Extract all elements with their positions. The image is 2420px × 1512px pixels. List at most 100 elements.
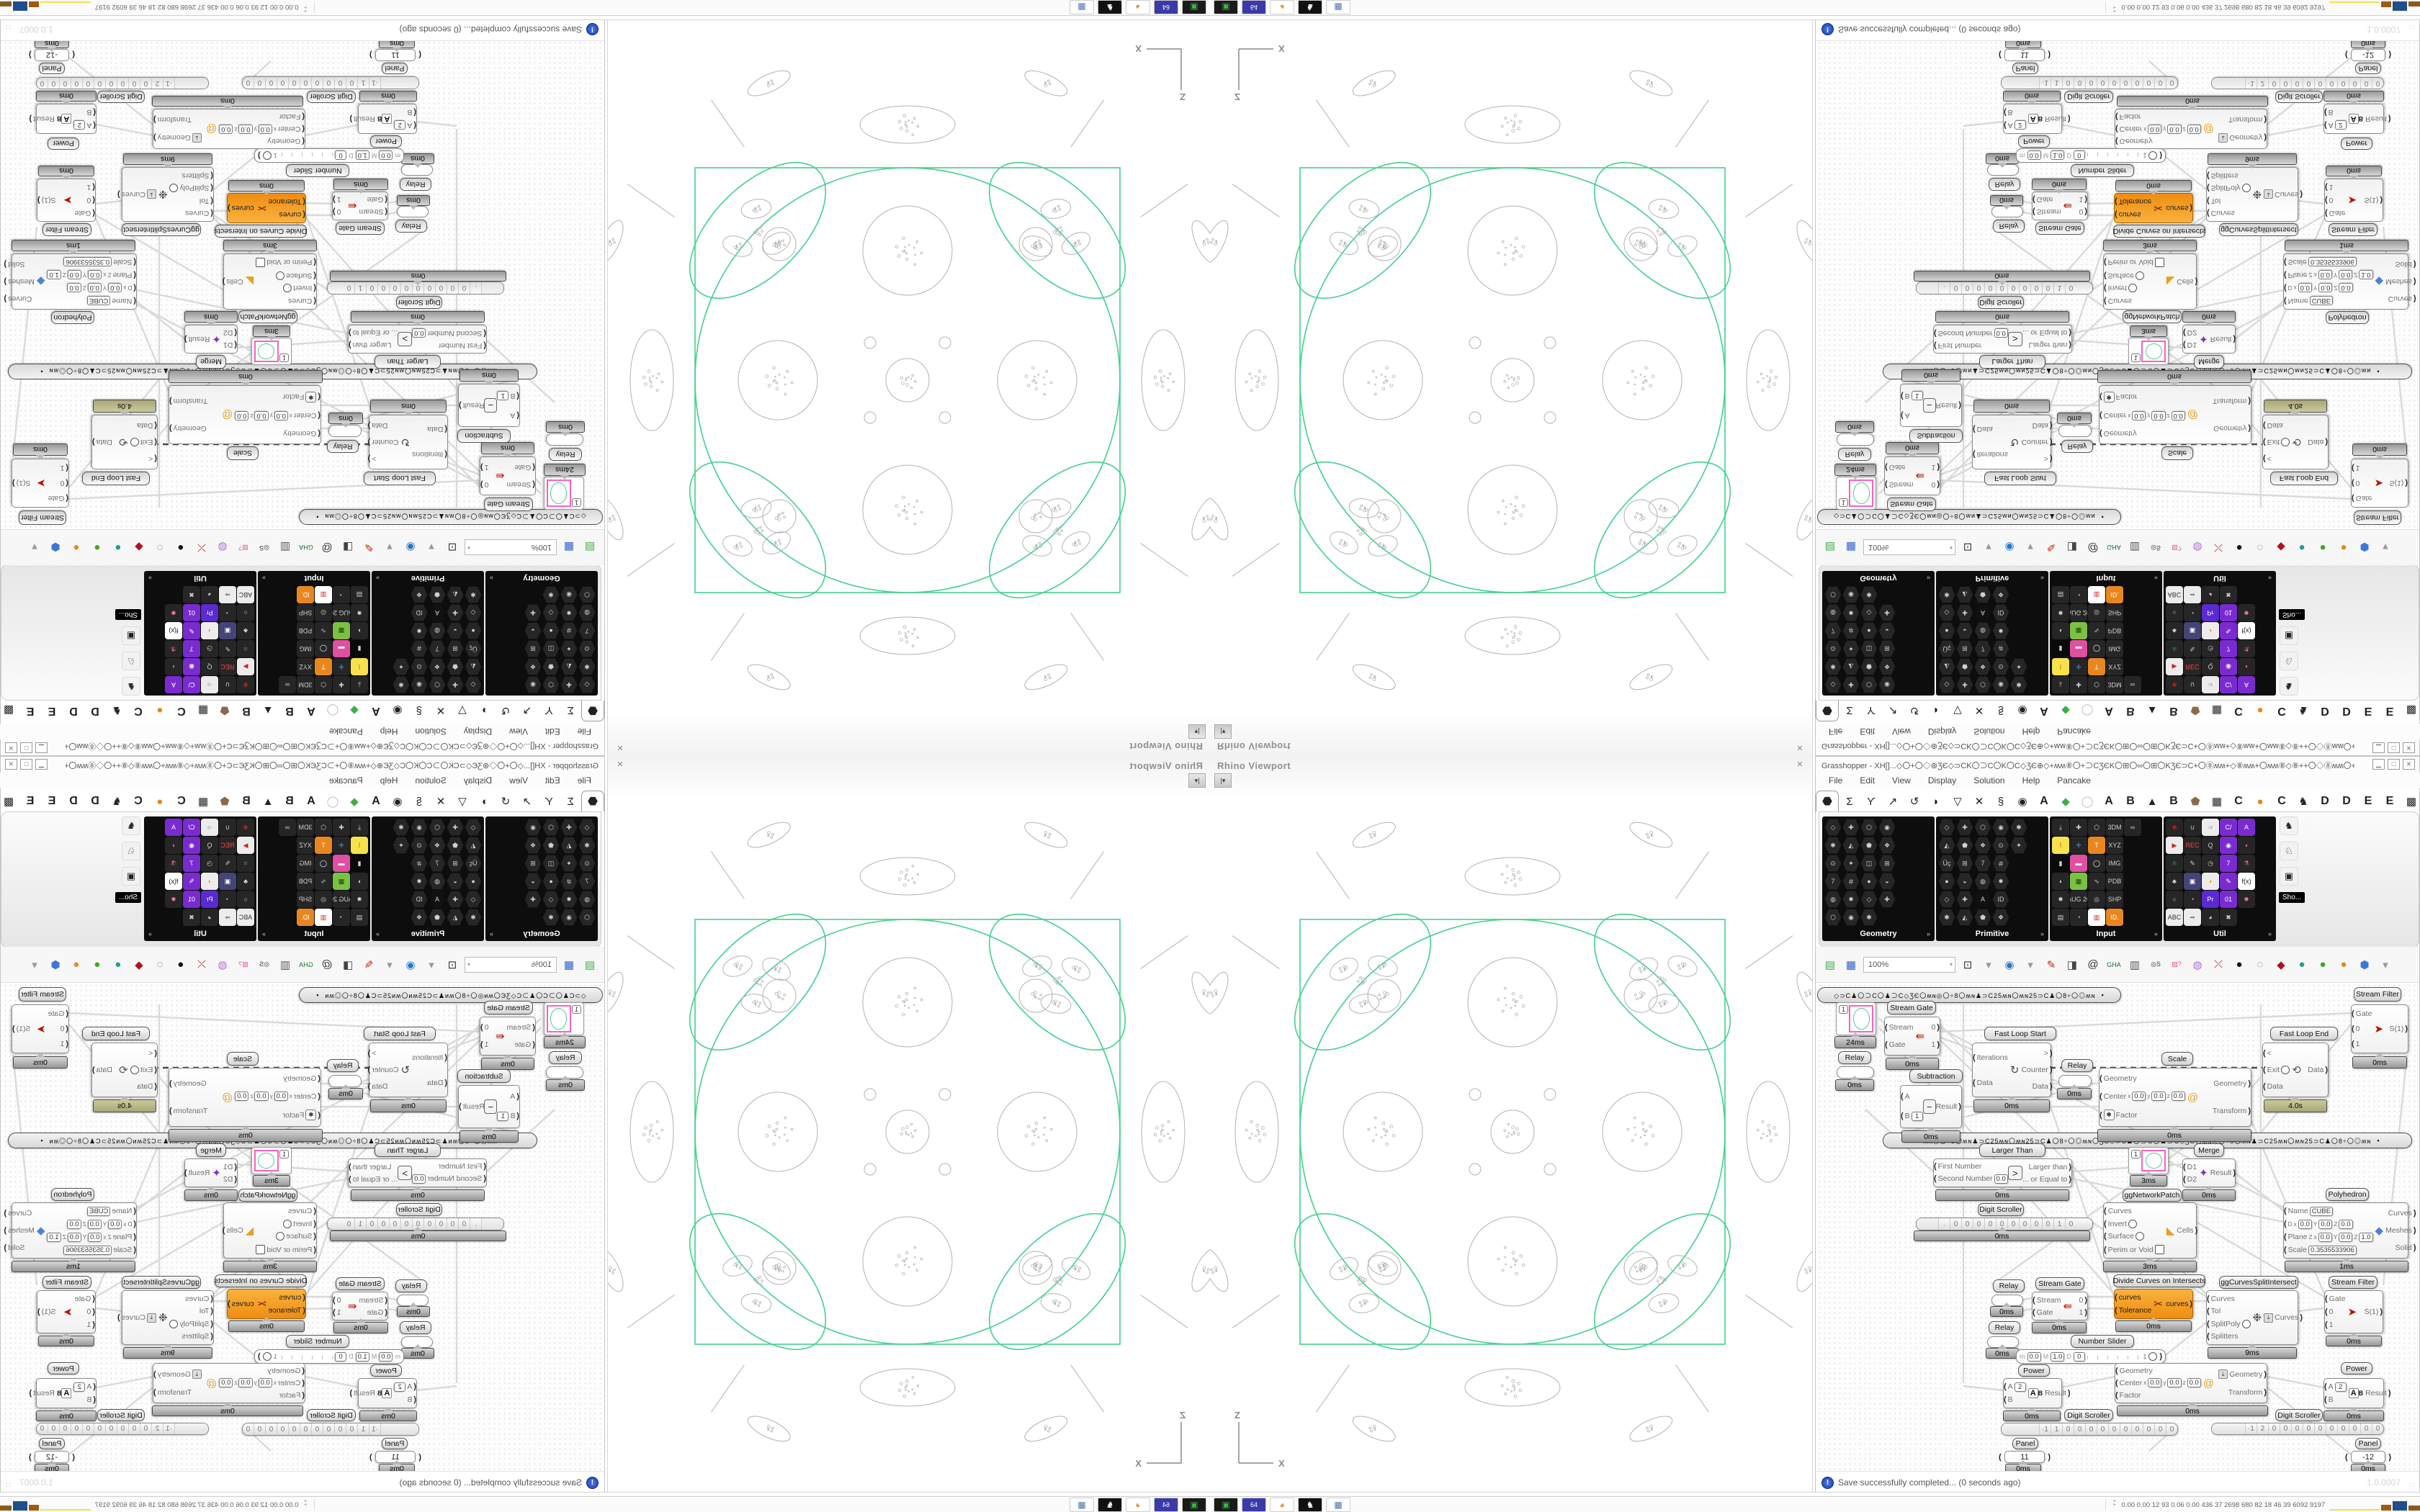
collapse-button[interactable]: |▾ [1214,773,1232,788]
gha-icon[interactable]: GHA [299,544,313,552]
component-icon[interactable]: ⬟ [1974,909,1991,926]
dropdown-icon[interactable]: ▾ [429,541,434,554]
gh-component[interactable]: (Geometry(Center x 0.0 y 0.0 z 0.0(Factor @ ⤓ Geo… [153,1363,305,1403]
node-label[interactable]: Power [48,138,79,150]
component-icon[interactable]: ▥ [2088,586,2105,603]
component-icon[interactable]: ♣ [2166,873,2183,890]
component-icon[interactable]: SHP [297,891,314,908]
tab-icon[interactable]: ✕ [1974,796,1984,808]
sketch-icon[interactable]: ✎ [364,958,374,971]
component-icon[interactable]: ❖ [1974,837,1991,854]
component-icon[interactable]: ◔ [219,891,236,908]
component-icon[interactable]: Üç [465,640,482,657]
component-icon[interactable]: ✎ [183,873,200,890]
node-label[interactable]: Stream Filter [42,1276,91,1289]
component-icon[interactable]: ▦ [333,622,350,639]
help-box-icon[interactable]: ▧? [2172,960,2182,968]
component-icon[interactable]: ✸ [351,891,368,908]
image-icon[interactable]: ▥ [2129,541,2141,554]
component-icon[interactable]: ∿ [315,622,332,639]
menu-item-display[interactable]: Display [463,726,493,737]
tab-icon[interactable]: ◉ [393,704,403,716]
gem-icon[interactable]: ◆ [2277,958,2285,971]
tab-plugin[interactable]: C [134,705,143,717]
group-header[interactable]: ◇⊃C♟〇⊃C〇♟⊃C◇ƷЄ〇ʍɴ◎〇÷8〇ʍɴ♟⊃C25ʍɴ〇ʍɴ25⊃C♟〇… [1817,509,2121,525]
component-icon[interactable]: ＃ [1842,622,1860,639]
component-icon[interactable]: ⬡ [1974,819,1991,836]
component-icon[interactable]: ◕ [2202,586,2219,603]
tab-icon[interactable]: ◉ [393,796,403,808]
firefox-icon[interactable]: ◕ [1270,0,1294,14]
component-icon[interactable]: ◇ [1860,604,1878,621]
gh-component[interactable]: (Iterations(Data ↻ >) Counter) Data) [368,1043,448,1097]
dropdown-icon[interactable]: ▾ [2383,958,2388,971]
component-icon[interactable]: ⬟ [447,837,464,854]
component-icon[interactable]: REC [2184,837,2201,854]
component-icon[interactable]: ✱ [1824,658,1842,675]
node-label[interactable]: Scale [227,446,259,460]
tab-plugin[interactable]: ⬟ [2190,704,2200,716]
component-icon[interactable]: ◒ [524,873,542,890]
component-icon[interactable]: 01 [183,604,200,621]
node-label[interactable]: Digit Scroller [2064,1409,2113,1421]
window-button[interactable]: ✕ [2403,742,2415,753]
open-file-icon[interactable]: ▤ [584,541,596,554]
node-label[interactable]: Scale [2161,446,2193,460]
component-icon[interactable]: ✹ [165,891,182,908]
component-icon[interactable]: ◉ [411,819,428,836]
tab-plugin[interactable]: ◆ [350,796,359,808]
component-icon[interactable]: ◒ [1878,622,1896,639]
component-icon[interactable]: XYZ [297,658,314,675]
dropdown-icon[interactable]: ▾ [1986,541,1991,554]
component-icon[interactable]: 01 [183,891,200,908]
gh-component[interactable]: (Stream(Gate ⇚ 0) 1) [2032,192,2088,220]
component-icon[interactable]: ◕ [201,586,218,603]
window-button[interactable]: ✕ [2403,759,2415,770]
gh-component[interactable]: (First Number(Second Number 0.0 > Larger th… [348,325,487,354]
component-icon[interactable]: XYZ [297,837,314,854]
component-icon[interactable]: ◫ [1860,855,1878,872]
component-icon[interactable]: ✎ [219,640,236,657]
component-icon[interactable]: ✱ [465,586,482,603]
menu-item-pancake[interactable]: Pancake [329,775,363,786]
component-icon[interactable]: ♘ [2280,652,2298,670]
component-icon[interactable]: ◎ [2088,891,2105,908]
search-icon[interactable]: ◎S [2151,544,2161,552]
tab-plugin[interactable]: C [134,795,143,807]
component-icon[interactable]: ◔ [333,909,350,926]
component-icon[interactable]: ⊞ [524,855,542,872]
component-icon[interactable]: ✛ [2070,837,2087,854]
component-icon[interactable]: A [2238,819,2255,836]
node-label[interactable]: Larger Than [375,355,441,369]
component-icon[interactable]: ➩ [201,676,218,693]
component-icon[interactable]: ◫ [542,640,560,657]
component-icon[interactable]: ✸ [560,891,578,908]
tab-icon[interactable]: ↗ [1888,704,1898,716]
menu-item-solution[interactable]: Solution [1973,775,2005,786]
tab-icon[interactable]: Ƴ [1867,704,1876,717]
node-label[interactable]: Panel [382,63,408,74]
component-icon[interactable]: ⚗ [165,855,182,872]
node-label[interactable]: Stream Gate [2035,1277,2084,1290]
node-label[interactable]: Panel [2355,63,2381,74]
node-canvas[interactable]: ◇⊃C♟〇⊃C〇♟⊃C◇ƷЄ〇ʍɴ◎〇÷8〇ʍɴ♟⊃C25ʍɴ〇ʍɴ25⊃C♟〇… [1817,983,2419,1471]
tab-plugin[interactable]: ▲ [2146,795,2158,808]
node-label[interactable]: Relay [1838,1051,1871,1064]
component-icon[interactable]: ▣ [2184,622,2201,639]
component-icon[interactable]: ✱ [1938,909,1955,926]
component-icon[interactable]: ⬡ [2088,676,2105,693]
sketch-icon[interactable]: ✎ [364,541,374,554]
floppy-64-icon[interactable]: 64 [1154,1498,1178,1512]
node-label[interactable]: Power [2018,1364,2050,1377]
component-icon[interactable]: 7 [1824,873,1842,890]
black-sphere-icon[interactable]: ● [177,541,184,554]
component-icon[interactable]: ➡ [219,586,236,603]
open-file-icon[interactable]: ▤ [584,958,596,971]
node-canvas[interactable]: ◇⊃C♟〇⊃C〇♟⊃C◇ƷЄ〇ʍɴ◎〇÷8〇ʍɴ♟⊃C25ʍɴ〇ʍɴ25⊃C♟〇… [1817,41,2419,529]
gh-component[interactable]: (A 2(B A B Result) [349,104,417,134]
component-icon[interactable]: ◍ [1824,891,1842,908]
component-icon[interactable]: ✹ [2238,891,2255,908]
tab-icon[interactable]: Σ [1846,795,1853,808]
floppy-64-icon[interactable]: 64 [1242,0,1266,14]
node-label[interactable]: Relay [395,1279,427,1292]
